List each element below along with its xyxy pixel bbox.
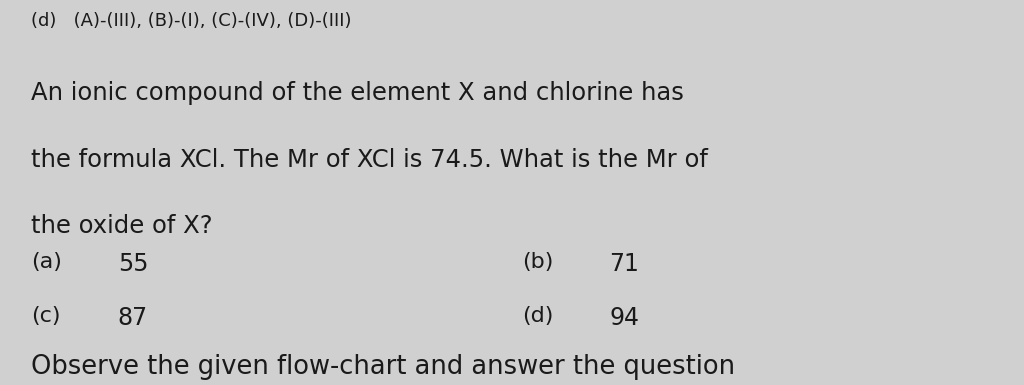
Text: 87: 87 (118, 306, 147, 330)
Text: 94: 94 (609, 306, 639, 330)
Text: the formula XCl. The Mr of XCl is 74.5. What is the Mr of: the formula XCl. The Mr of XCl is 74.5. … (31, 148, 708, 172)
Text: 71: 71 (609, 252, 639, 276)
Text: An ionic compound of the element X and chlorine has: An ionic compound of the element X and c… (31, 81, 684, 105)
Text: (d)   (A)-(III), (B)-(I), (C)-(IV), (D)-(III): (d) (A)-(III), (B)-(I), (C)-(IV), (D)-(I… (31, 12, 351, 30)
Text: the oxide of X?: the oxide of X? (31, 214, 212, 238)
Text: (a): (a) (31, 252, 61, 272)
Text: (d): (d) (522, 306, 554, 326)
Text: Observe the given flow-chart and answer the question: Observe the given flow-chart and answer … (31, 354, 735, 380)
Text: (b): (b) (522, 252, 554, 272)
Text: (c): (c) (31, 306, 60, 326)
Text: 55: 55 (118, 252, 148, 276)
